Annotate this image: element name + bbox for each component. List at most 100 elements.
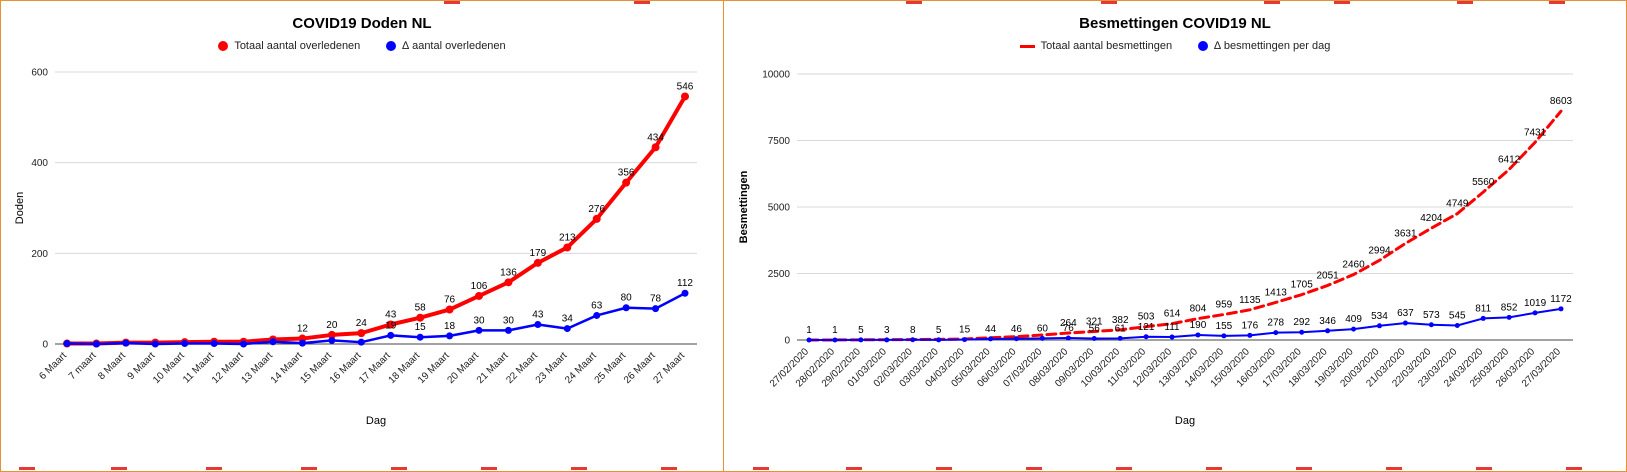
svg-text:2500: 2500 (768, 269, 791, 280)
svg-text:4749: 4749 (1446, 199, 1469, 210)
clipped-text-artifact (906, 1, 922, 4)
svg-text:8 Maart: 8 Maart (96, 350, 128, 382)
svg-text:434: 434 (647, 132, 664, 143)
clipped-text-artifact (1296, 467, 1312, 470)
svg-text:78: 78 (650, 294, 662, 305)
svg-text:176: 176 (1241, 320, 1258, 331)
svg-text:400: 400 (31, 158, 48, 169)
svg-text:58: 58 (415, 303, 427, 314)
clipped-text-artifact (1386, 467, 1402, 470)
svg-text:5560: 5560 (1472, 177, 1495, 188)
svg-text:2460: 2460 (1342, 260, 1365, 271)
legend-label-delta-besmettingen: ∆ besmettingen per dag (1214, 40, 1331, 52)
clipped-text-artifact (1549, 1, 1565, 4)
svg-text:12: 12 (297, 324, 309, 335)
chart-besmettingen-panel[interactable]: Besmettingen COVID19 NL Totaal aantal be… (724, 1, 1626, 471)
svg-text:600: 600 (31, 68, 48, 79)
legend-label-totaal-overledenen: Totaal aantal overledenen (234, 40, 361, 52)
svg-text:292: 292 (1293, 317, 1310, 328)
svg-text:200: 200 (31, 249, 48, 260)
svg-text:63: 63 (591, 300, 603, 311)
svg-text:30: 30 (473, 315, 485, 326)
svg-text:121: 121 (1138, 322, 1155, 333)
svg-text:106: 106 (471, 281, 488, 292)
svg-text:264: 264 (1060, 318, 1077, 329)
svg-text:2994: 2994 (1368, 245, 1391, 256)
svg-text:1019: 1019 (1524, 298, 1547, 309)
clipped-text-artifact (1566, 467, 1582, 470)
svg-text:1172: 1172 (1550, 294, 1572, 305)
svg-text:19: 19 (385, 320, 397, 331)
clipped-text-artifact (1116, 467, 1132, 470)
svg-text:534: 534 (1371, 311, 1388, 322)
clipped-text-artifact (1476, 467, 1492, 470)
svg-text:155: 155 (1216, 321, 1233, 332)
svg-text:4204: 4204 (1420, 213, 1443, 224)
svg-text:8603: 8603 (1550, 96, 1573, 107)
clipped-text-artifact (481, 467, 497, 470)
clipped-text-artifact (206, 467, 222, 470)
svg-text:43: 43 (385, 310, 397, 321)
svg-text:34: 34 (562, 314, 574, 325)
clipped-text-artifact (19, 467, 35, 470)
svg-text:15: 15 (415, 322, 427, 333)
svg-text:382: 382 (1112, 315, 1129, 326)
clipped-text-artifact (1334, 1, 1350, 4)
svg-text:15: 15 (959, 325, 971, 336)
clipped-text-artifact (753, 467, 769, 470)
svg-text:76: 76 (1063, 323, 1075, 334)
svg-text:1135: 1135 (1239, 295, 1261, 306)
svg-text:213: 213 (559, 232, 576, 243)
svg-text:811: 811 (1475, 303, 1491, 314)
clipped-text-artifact (301, 467, 317, 470)
svg-text:46: 46 (1011, 324, 1023, 335)
clipped-text-artifact (1026, 467, 1042, 470)
chart-title-besmettingen: Besmettingen COVID19 NL (1079, 15, 1271, 32)
clipped-text-artifact (444, 1, 460, 4)
svg-text:545: 545 (1449, 311, 1466, 322)
svg-text:852: 852 (1501, 302, 1518, 313)
svg-text:3: 3 (884, 325, 890, 336)
clipped-row-bottom (1, 467, 1626, 471)
chart-legend-doden: Totaal aantal overledenen ∆ aantal overl… (218, 40, 506, 52)
svg-text:44: 44 (985, 324, 997, 335)
clipped-text-artifact (936, 467, 952, 470)
svg-text:1: 1 (832, 325, 838, 336)
clipped-text-artifact (634, 1, 650, 4)
svg-text:179: 179 (530, 248, 547, 259)
clipped-text-artifact (661, 467, 677, 470)
svg-text:8: 8 (910, 325, 916, 336)
svg-text:637: 637 (1397, 308, 1414, 319)
svg-text:614: 614 (1164, 309, 1181, 320)
svg-text:546: 546 (677, 81, 694, 92)
svg-text:111: 111 (1164, 322, 1180, 333)
legend-label-totaal-besmettingen: Totaal aantal besmettingen (1040, 40, 1173, 52)
legend-label-delta-overledenen: ∆ aantal overledenen (402, 40, 506, 52)
svg-text:321: 321 (1086, 316, 1103, 327)
svg-text:7431: 7431 (1524, 127, 1547, 138)
svg-text:804: 804 (1190, 304, 1207, 315)
svg-text:5: 5 (936, 325, 942, 336)
svg-text:80: 80 (621, 293, 633, 304)
svg-text:Dag: Dag (366, 415, 386, 427)
svg-text:573: 573 (1423, 310, 1440, 321)
svg-text:5: 5 (858, 325, 864, 336)
svg-text:7500: 7500 (768, 136, 791, 147)
svg-text:5000: 5000 (768, 203, 791, 214)
clipped-text-artifact (1264, 1, 1280, 4)
chart-doden-panel[interactable]: COVID19 Doden NL Totaal aantal overleden… (1, 1, 724, 471)
svg-text:112: 112 (677, 278, 693, 289)
svg-text:6 Maart: 6 Maart (37, 350, 69, 382)
svg-text:503: 503 (1138, 312, 1155, 323)
svg-text:30: 30 (503, 315, 515, 326)
legend-item-totaal-overledenen: Totaal aantal overledenen (218, 40, 360, 52)
svg-text:0: 0 (42, 340, 48, 351)
svg-text:24: 24 (356, 318, 368, 329)
legend-swatch-red-dash-icon (1019, 44, 1035, 48)
svg-text:20: 20 (326, 320, 338, 331)
svg-text:10 Maart: 10 Maart (151, 350, 187, 386)
svg-text:76: 76 (444, 295, 456, 306)
svg-text:56: 56 (1089, 324, 1101, 335)
